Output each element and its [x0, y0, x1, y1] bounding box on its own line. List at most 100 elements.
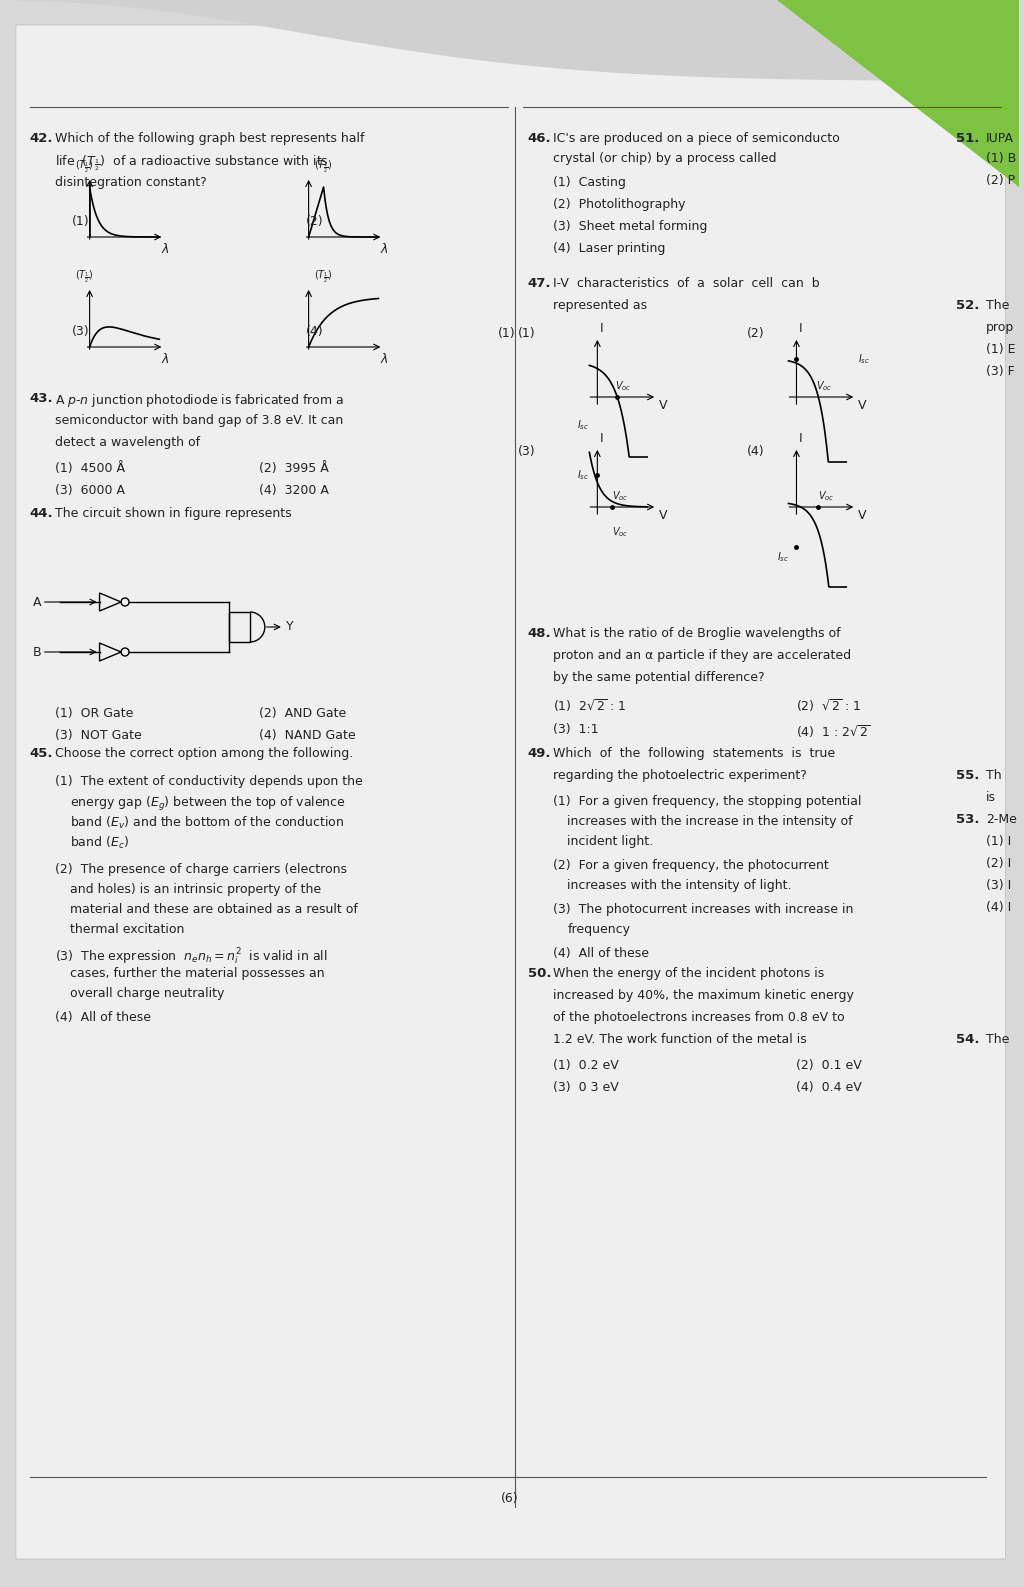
Text: overall charge neutrality: overall charge neutrality [70, 987, 224, 1000]
Text: (4)  All of these: (4) All of these [553, 947, 648, 960]
Text: 49.: 49. [527, 747, 551, 760]
Text: (1): (1) [518, 327, 536, 340]
Text: $\lambda$: $\lambda$ [380, 352, 389, 367]
Text: of the photoelectrons increases from 0.8 eV to: of the photoelectrons increases from 0.8… [553, 1011, 844, 1024]
Text: (3)  Sheet metal forming: (3) Sheet metal forming [553, 221, 707, 233]
Text: $\lambda$: $\lambda$ [380, 241, 389, 256]
Text: is: is [986, 790, 995, 805]
Text: 48.: 48. [527, 627, 551, 640]
Text: (2) P: (2) P [986, 175, 1015, 187]
Text: (3) I: (3) I [986, 879, 1011, 892]
Text: A $p$-$n$ junction photodiode is fabricated from a: A $p$-$n$ junction photodiode is fabrica… [54, 392, 344, 409]
Text: (2)  $\sqrt{2}$ : 1: (2) $\sqrt{2}$ : 1 [797, 697, 862, 714]
Text: (4)  NAND Gate: (4) NAND Gate [259, 728, 355, 743]
Text: V: V [659, 509, 668, 522]
Text: (2)  3995 Å: (2) 3995 Å [259, 462, 329, 475]
Text: (1)  0.2 eV: (1) 0.2 eV [553, 1059, 618, 1071]
Text: (3)  6000 A: (3) 6000 A [54, 484, 125, 497]
Text: $(T_{\frac{1}{2}})$: $(T_{\frac{1}{2}})$ [75, 159, 93, 175]
Text: IUPA: IUPA [986, 132, 1014, 144]
Text: (4)  0.4 eV: (4) 0.4 eV [797, 1081, 862, 1093]
Text: (4)  1 : $2\sqrt{2}$: (4) 1 : $2\sqrt{2}$ [797, 724, 871, 740]
Text: 50.: 50. [527, 966, 551, 981]
Text: thermal excitation: thermal excitation [70, 924, 184, 936]
Text: $V_{oc}$: $V_{oc}$ [615, 379, 632, 394]
Text: (3)  The expression  $n_e n_h = n_i^2$  is valid in all: (3) The expression $n_e n_h = n_i^2$ is … [54, 947, 328, 966]
Text: semiconductor with band gap of 3.8 eV. It can: semiconductor with band gap of 3.8 eV. I… [54, 414, 343, 427]
Text: (1) B: (1) B [986, 152, 1016, 165]
Text: The: The [986, 1033, 1009, 1046]
Text: (4): (4) [746, 444, 764, 459]
Text: 43.: 43. [30, 392, 53, 405]
Text: by the same potential difference?: by the same potential difference? [553, 671, 764, 684]
Text: cases, further the material possesses an: cases, further the material possesses an [70, 966, 325, 981]
Text: (4): (4) [305, 325, 324, 338]
Text: When the energy of the incident photons is: When the energy of the incident photons … [553, 966, 823, 981]
Text: I: I [599, 432, 603, 444]
Text: $I_{sc}$: $I_{sc}$ [858, 352, 870, 367]
Text: proton and an α particle if they are accelerated: proton and an α particle if they are acc… [553, 649, 851, 662]
Text: (1)  4500 Å: (1) 4500 Å [54, 462, 125, 475]
Text: I: I [799, 432, 802, 444]
Text: (1): (1) [72, 216, 89, 229]
Text: Which of the following graph best represents half: Which of the following graph best repres… [54, 132, 365, 144]
Text: Y: Y [286, 621, 293, 633]
Text: (3)  0 3 eV: (3) 0 3 eV [553, 1081, 618, 1093]
Text: $(T_{\frac{1}{2}})$: $(T_{\frac{1}{2}})$ [75, 268, 93, 286]
Text: (4) I: (4) I [986, 901, 1011, 914]
Text: $V_{oc}$: $V_{oc}$ [818, 489, 835, 503]
Text: (3) F: (3) F [986, 365, 1015, 378]
Text: detect a wavelength of: detect a wavelength of [54, 436, 200, 449]
Text: (2): (2) [305, 216, 324, 229]
Text: (2) I: (2) I [986, 857, 1011, 870]
Text: B: B [33, 646, 42, 659]
Text: 55.: 55. [955, 770, 979, 782]
Text: $I_{sc}$: $I_{sc}$ [578, 417, 590, 432]
Text: regarding the photoelectric experiment?: regarding the photoelectric experiment? [553, 770, 807, 782]
Text: disintegration constant?: disintegration constant? [54, 176, 207, 189]
Text: $V_{oc}$: $V_{oc}$ [612, 525, 629, 540]
Text: 45.: 45. [30, 747, 53, 760]
Text: (2)  0.1 eV: (2) 0.1 eV [797, 1059, 862, 1071]
Text: energy gap ($E_g$) between the top of valence: energy gap ($E_g$) between the top of va… [70, 795, 346, 813]
Text: $I_{sc}$: $I_{sc}$ [578, 468, 590, 482]
Text: 46.: 46. [527, 132, 551, 144]
Text: $I_{sc}$: $I_{sc}$ [776, 551, 788, 563]
Text: (2)  Photolithography: (2) Photolithography [553, 198, 685, 211]
Text: Which  of  the  following  statements  is  true: Which of the following statements is tru… [553, 747, 835, 760]
Text: $(T_{\frac{1}{2}})$: $(T_{\frac{1}{2}})$ [313, 268, 333, 286]
Text: (3): (3) [518, 444, 536, 459]
Text: $\lambda$: $\lambda$ [162, 241, 170, 256]
Text: 44.: 44. [30, 506, 53, 521]
Text: The circuit shown in figure represents: The circuit shown in figure represents [54, 506, 292, 521]
Text: (1)  The extent of conductivity depends upon the: (1) The extent of conductivity depends u… [54, 774, 362, 789]
Text: (1)  $2\sqrt{2}$ : 1: (1) $2\sqrt{2}$ : 1 [553, 697, 626, 714]
Text: (1)  Casting: (1) Casting [553, 176, 626, 189]
Text: 52.: 52. [955, 298, 979, 313]
Text: (3)  1:1: (3) 1:1 [553, 724, 598, 736]
Text: IC's are produced on a piece of semiconducto: IC's are produced on a piece of semicond… [553, 132, 840, 144]
Text: frequency: frequency [567, 924, 631, 936]
Text: (6): (6) [501, 1492, 518, 1504]
Text: (2)  For a given frequency, the photocurrent: (2) For a given frequency, the photocurr… [553, 859, 828, 871]
Text: 1.2 eV. The work function of the metal is: 1.2 eV. The work function of the metal i… [553, 1033, 806, 1046]
Text: 54.: 54. [955, 1033, 979, 1046]
Text: (4)  All of these: (4) All of these [54, 1011, 151, 1024]
Text: incident light.: incident light. [567, 835, 653, 847]
Text: 47.: 47. [527, 278, 551, 290]
Text: $V_{oc}$: $V_{oc}$ [816, 379, 833, 394]
Text: $\lambda$: $\lambda$ [162, 352, 170, 367]
Text: I-V  characteristics  of  a  solar  cell  can  b: I-V characteristics of a solar cell can … [553, 278, 819, 290]
Text: $V_{oc}$: $V_{oc}$ [612, 489, 629, 503]
Text: life  $(T_{\frac{1}{2}})$  of a radioactive substance with its: life $(T_{\frac{1}{2}})$ of a radioactiv… [54, 154, 329, 173]
Text: 42.: 42. [30, 132, 53, 144]
Text: I: I [599, 322, 603, 335]
Text: prop: prop [986, 321, 1014, 333]
Text: (3)  The photocurrent increases with increase in: (3) The photocurrent increases with incr… [553, 903, 853, 916]
Polygon shape [776, 0, 1020, 187]
Text: What is the ratio of de Broglie wavelengths of: What is the ratio of de Broglie waveleng… [553, 627, 840, 640]
Text: I: I [799, 322, 802, 335]
Text: crystal (or chip) by a process called: crystal (or chip) by a process called [553, 152, 776, 165]
Text: (4)  Laser printing: (4) Laser printing [553, 241, 665, 256]
Text: Choose the correct option among the following.: Choose the correct option among the foll… [54, 747, 353, 760]
